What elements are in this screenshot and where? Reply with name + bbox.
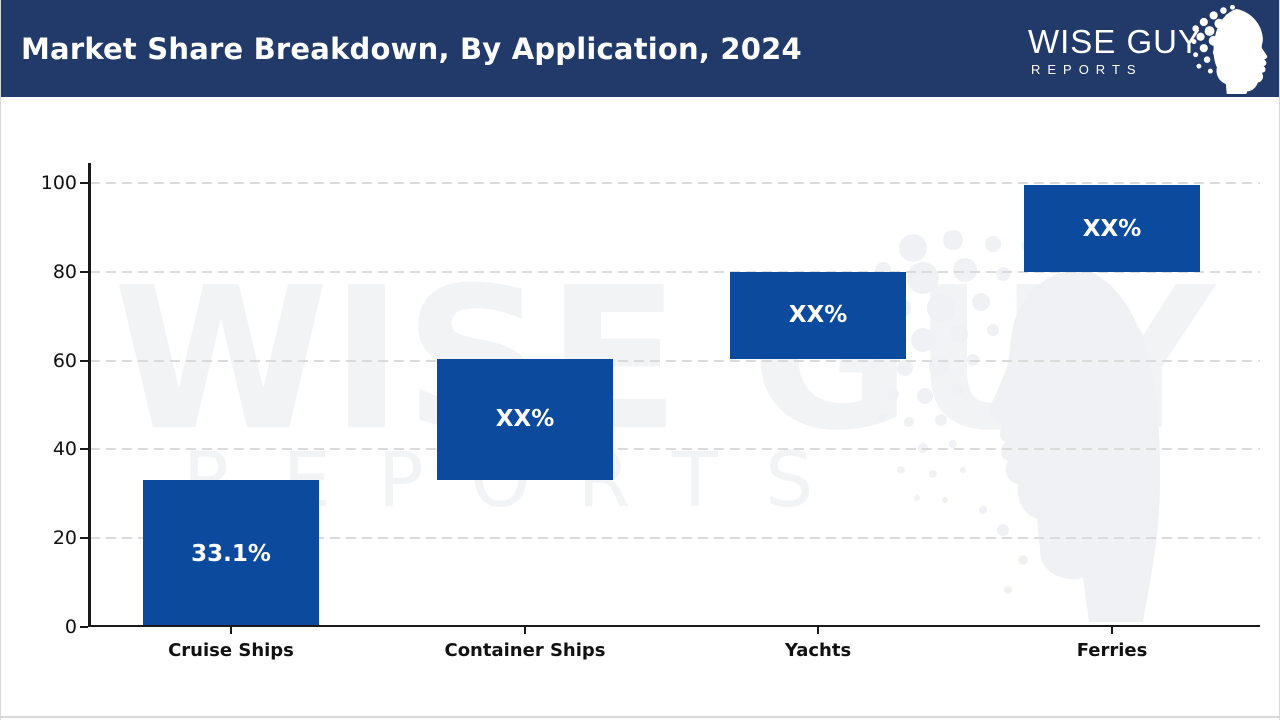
bar-segment bbox=[143, 480, 319, 627]
y-tick-label: 100 bbox=[40, 172, 77, 194]
gridline bbox=[90, 270, 1260, 273]
gridline bbox=[90, 448, 1260, 451]
y-axis-tick bbox=[80, 270, 88, 273]
gridline bbox=[90, 359, 1260, 362]
x-tick-label: Container Ships bbox=[444, 640, 606, 661]
y-tick-label: 0 bbox=[64, 616, 77, 638]
y-axis-tick bbox=[80, 448, 88, 451]
y-tick-label: 40 bbox=[52, 438, 77, 461]
logo-wordmark: WISE GUY bbox=[1027, 23, 1201, 60]
bar-value-label: XX% bbox=[788, 302, 848, 329]
x-axis-tick bbox=[1111, 627, 1113, 634]
x-axis-line bbox=[88, 624, 1260, 627]
header: Market Share Breakdown, By Application, … bbox=[1, 0, 1279, 97]
bar-segment bbox=[730, 271, 906, 359]
gridline bbox=[90, 537, 1260, 540]
logo-text: WISE GUY REPORTS bbox=[1028, 25, 1201, 77]
y-tick-label: 60 bbox=[52, 349, 77, 372]
x-tick-label: Yachts bbox=[784, 640, 852, 661]
bar-segment bbox=[437, 358, 613, 481]
x-tick-label: Cruise Ships bbox=[168, 640, 294, 661]
bar-value-label: XX% bbox=[1082, 215, 1142, 242]
footer-divider bbox=[1, 716, 1279, 718]
y-axis-line bbox=[88, 163, 91, 627]
y-tick-label: 80 bbox=[52, 260, 77, 283]
y-axis-tick bbox=[80, 626, 88, 628]
bar-value-label: XX% bbox=[495, 406, 555, 433]
y-axis-tick bbox=[80, 182, 88, 184]
x-axis-tick bbox=[817, 627, 819, 634]
logo-subtext: REPORTS bbox=[1030, 62, 1143, 77]
bar-value-label: 33.1% bbox=[191, 540, 271, 567]
x-axis-tick bbox=[524, 627, 526, 634]
y-tick-label: 20 bbox=[52, 527, 77, 550]
gridline bbox=[90, 182, 1260, 184]
x-axis-tick bbox=[230, 627, 232, 634]
x-tick-label: Ferries bbox=[1076, 640, 1148, 661]
y-axis-tick bbox=[80, 537, 88, 540]
page-title: Market Share Breakdown, By Application, … bbox=[21, 31, 802, 66]
y-axis-tick bbox=[80, 359, 88, 362]
logo-face-icon bbox=[1191, 4, 1268, 94]
bar-segment bbox=[1024, 185, 1200, 272]
brand-logo: WISE GUY REPORTS bbox=[1028, 3, 1273, 95]
